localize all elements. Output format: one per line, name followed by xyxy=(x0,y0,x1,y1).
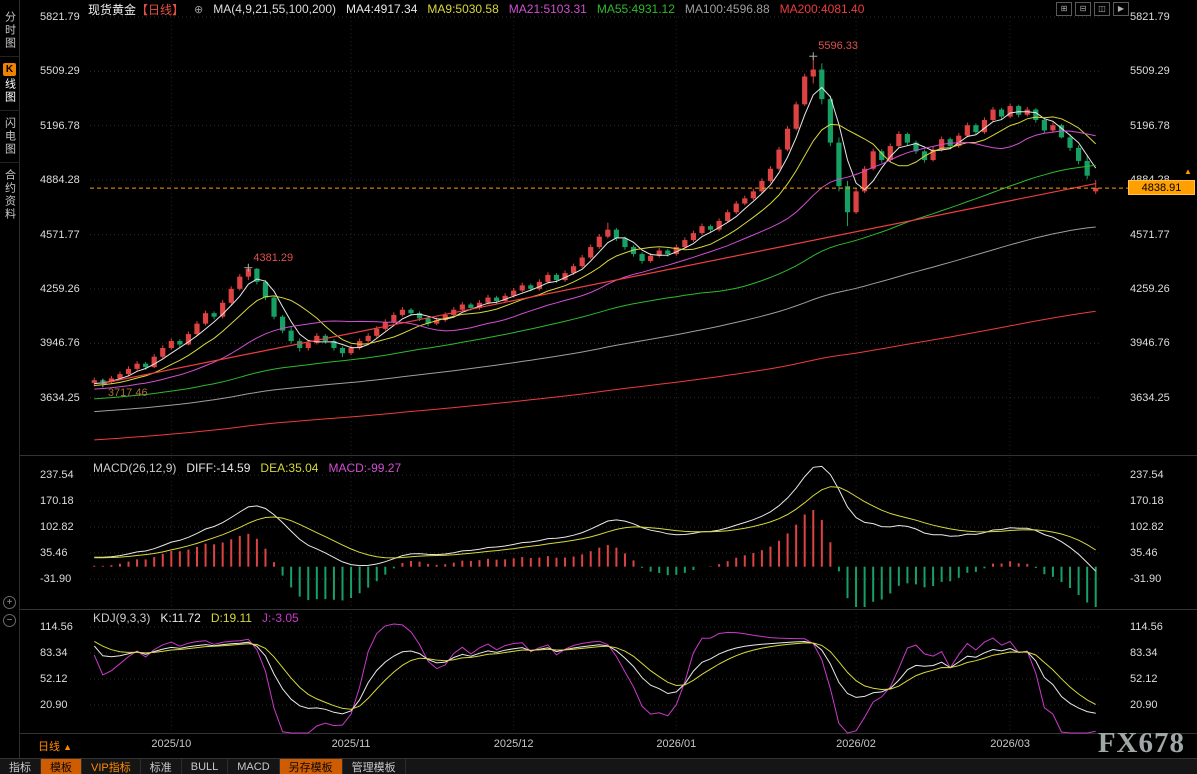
sidebar-tab-label: 合约资料 xyxy=(3,169,16,221)
symbol-title: 现货黄金 xyxy=(88,2,137,17)
macd-header: MACD(26,12,9) DIFF:-14.59 DEA:35.04 MACD… xyxy=(93,461,401,475)
axis-label: 83.34 xyxy=(40,647,68,660)
price-annotation: 5596.33 xyxy=(818,40,859,53)
axis-label: 114.56 xyxy=(1130,621,1163,634)
sidebar-tab-lightning[interactable]: 闪电图 xyxy=(0,111,20,163)
toolbar-template[interactable]: 模板 xyxy=(41,759,82,774)
kdj-k-value: K:11.72 xyxy=(160,611,201,625)
axis-label: 4259.26 xyxy=(1130,282,1170,295)
price-annotation: 3717.46 xyxy=(107,387,148,400)
zoom-in-icon[interactable]: + xyxy=(3,596,16,609)
watermark: FX678 xyxy=(1097,727,1185,759)
sidebar-tab-contract-info[interactable]: 合约资料 xyxy=(0,163,20,227)
axis-label: 4884.28 xyxy=(40,174,80,187)
sidebar-tab-kline[interactable]: K 线图 xyxy=(0,57,20,111)
toolbar-standard[interactable]: 标准 xyxy=(141,759,182,774)
toolbar-bull[interactable]: BULL xyxy=(182,759,229,774)
axis-label: 3946.76 xyxy=(40,337,80,350)
axis-label: 4571.77 xyxy=(1130,228,1170,241)
axis-label: 170.18 xyxy=(40,494,74,507)
macd-hist-value: MACD:-99.27 xyxy=(328,461,402,475)
axis-label: 20.90 xyxy=(1130,699,1158,712)
axis-label: 5196.78 xyxy=(1130,119,1170,132)
kdj-j-value: J:-3.05 xyxy=(261,611,299,625)
axis-label: 3634.25 xyxy=(1130,391,1170,404)
axis-label: 5821.79 xyxy=(40,11,80,23)
date-label: 2025/10 xyxy=(151,738,192,750)
sidebar: 分时图 K 线图 闪电图 合约资料 xyxy=(0,0,20,774)
axis-label: 5509.29 xyxy=(40,65,80,78)
axis-label: 3946.76 xyxy=(1130,337,1170,350)
axis-label: 83.34 xyxy=(1130,647,1158,660)
axis-label: 237.54 xyxy=(1130,468,1164,481)
kdj-title: KDJ(9,3,3) xyxy=(93,611,151,625)
ma9-value: MA9:5030.58 xyxy=(427,2,499,16)
axis-label: -31.90 xyxy=(40,573,72,585)
axis-label: 20.90 xyxy=(40,699,68,712)
sidebar-tab-timeshare[interactable]: 分时图 xyxy=(0,5,20,57)
sidebar-tab-label: 闪电图 xyxy=(3,117,16,156)
date-label: 2025/11 xyxy=(331,738,371,750)
axis-label: 5821.79 xyxy=(1130,11,1170,23)
axis-label: 52.12 xyxy=(1130,673,1158,686)
kline-badge-icon: K xyxy=(3,63,16,76)
axis-label: 35.46 xyxy=(1130,547,1158,559)
collapse-right-icon[interactable]: ▶ xyxy=(1113,2,1129,16)
axis-label: -31.90 xyxy=(1130,573,1162,585)
axis-label: 114.56 xyxy=(40,621,73,634)
axis-label: 52.12 xyxy=(40,673,68,686)
date-label: 2026/02 xyxy=(836,738,876,750)
ma-settings-label: MA(4,9,21,55,100,200) xyxy=(213,2,336,16)
price-up-arrow-icon: ▲ xyxy=(1184,167,1192,177)
toolbar-vip-indicators[interactable]: VIP指标 xyxy=(82,759,141,774)
layout-merge-icon[interactable]: ⊟ xyxy=(1075,2,1091,16)
kdj-header: KDJ(9,3,3) K:11.72 D:19.11 J:-3.05 xyxy=(93,611,299,625)
period-tag: 【日线】 xyxy=(136,2,185,17)
price-annotation: 4381.29 xyxy=(253,251,294,264)
axis-label: 4571.77 xyxy=(40,228,80,241)
zoom-out-icon[interactable]: − xyxy=(3,614,16,627)
date-label: 2025/12 xyxy=(493,738,534,750)
ma55-value: MA55:4931.12 xyxy=(596,2,675,16)
axis-label: 102.82 xyxy=(1130,521,1164,533)
chart-header: 现货黄金 【日线】 ⊕ MA(4,9,21,55,100,200) MA4:491… xyxy=(88,1,864,17)
ma200-value: MA200:4081.40 xyxy=(779,2,865,16)
axis-label: 102.82 xyxy=(40,521,74,533)
macd-title: MACD(26,12,9) xyxy=(93,461,177,475)
toolbar-indicators[interactable]: 指标 xyxy=(0,759,41,774)
current-price-tag: 4838.91 xyxy=(1128,180,1195,196)
axis-label: 237.54 xyxy=(40,468,74,481)
macd-dea-value: DEA:35.04 xyxy=(260,461,319,475)
macd-diff-value: DIFF:-14.59 xyxy=(186,461,251,475)
axis-label: 5196.78 xyxy=(40,119,80,132)
ma4-value: MA4:4917.34 xyxy=(346,2,418,16)
sidebar-tab-label: 分时图 xyxy=(3,11,16,50)
expand-icon[interactable]: ⊕ xyxy=(194,3,204,16)
period-label-text: 日线 xyxy=(38,741,60,753)
bottom-toolbar: 指标 模板 VIP指标 标准 BULL MACD 另存模板 管理模板 xyxy=(0,758,1197,774)
axis-label: 170.18 xyxy=(1130,494,1164,507)
date-label: 2026/01 xyxy=(656,738,697,750)
ma21-value: MA21:5103.31 xyxy=(508,2,587,16)
toolbar-manage-templates[interactable]: 管理模板 xyxy=(343,759,406,774)
kdj-d-value: D:19.11 xyxy=(210,611,252,625)
axis-label: 4259.26 xyxy=(40,282,80,295)
period-up-arrow-icon: ▲ xyxy=(63,742,72,752)
toolbar-save-template[interactable]: 另存模板 xyxy=(279,759,343,774)
axis-label: 5509.29 xyxy=(1130,65,1170,78)
toolbar-macd[interactable]: MACD xyxy=(228,759,280,774)
period-label[interactable]: 日线 ▲ xyxy=(38,738,72,754)
axis-label: 3634.25 xyxy=(40,391,80,404)
axis-label: 35.46 xyxy=(40,547,68,559)
date-label: 2026/03 xyxy=(990,738,1030,750)
layout-pane-icon[interactable]: ◫ xyxy=(1094,2,1110,16)
ma100-value: MA100:4596.88 xyxy=(684,2,770,16)
sidebar-tab-label: 线图 xyxy=(3,78,16,104)
window-controls: ⊞ ⊟ ◫ ▶ xyxy=(1056,2,1129,16)
layout-grid-icon[interactable]: ⊞ xyxy=(1056,2,1072,16)
